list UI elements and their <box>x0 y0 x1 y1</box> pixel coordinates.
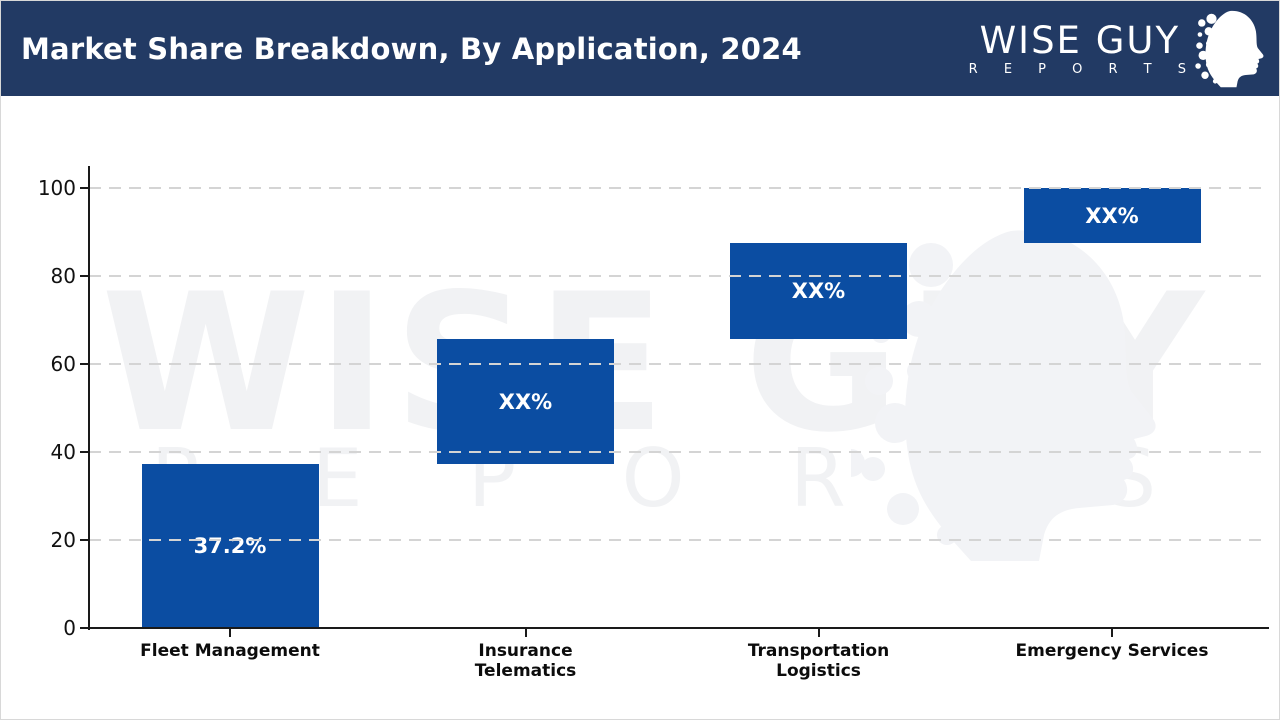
y-tick-20 <box>80 539 88 541</box>
y-axis-line <box>88 166 90 630</box>
bar-fleet-management: 37.2% <box>141 464 319 628</box>
y-tick-0 <box>80 627 88 629</box>
logo-head-icon <box>1195 10 1264 87</box>
watermark-head-icon <box>851 230 1156 561</box>
gridline-60 <box>89 363 1269 365</box>
gridline-40 <box>89 451 1269 453</box>
bar-value-label-emergency-services: XX% <box>1085 203 1139 228</box>
x-tick-insurance-telematics <box>524 629 527 637</box>
category-label-fleet-management: Fleet Management <box>140 641 320 661</box>
wise-guy-reports-logo: WISE GUY R E P O R T S <box>963 8 1279 90</box>
gridline-80 <box>89 275 1269 277</box>
page-title: Market Share Breakdown, By Application, … <box>21 31 802 66</box>
x-axis-line <box>88 627 1269 629</box>
y-tick-label-60: 60 <box>50 352 76 376</box>
x-tick-transportation-logistics <box>817 629 820 637</box>
bar-transportation-logistics: XX% <box>730 243 907 339</box>
y-tick-100 <box>80 187 88 189</box>
bar-emergency-services: XX% <box>1023 188 1201 243</box>
logo-brand-subtitle: R E P O R T S <box>968 61 1197 77</box>
y-tick-label-0: 0 <box>63 616 76 640</box>
y-tick-label-20: 20 <box>50 528 76 552</box>
logo-text: WISE GUY R E P O R T S <box>963 22 1197 76</box>
y-tick-40 <box>80 451 88 453</box>
y-tick-60 <box>80 363 88 365</box>
category-label-transportation-logistics: Transportation Logistics <box>747 641 890 681</box>
x-tick-fleet-management <box>229 629 231 637</box>
bar-value-label-transportation-logistics: XX% <box>791 278 846 303</box>
category-label-insurance-telematics: Insurance Telematics <box>474 641 577 681</box>
gridline-100 <box>89 187 1269 189</box>
bar-value-label-fleet-management: 37.2% <box>193 534 267 559</box>
y-tick-80 <box>80 275 88 277</box>
x-tick-emergency-services <box>1111 629 1113 637</box>
y-tick-label-40: 40 <box>50 440 76 464</box>
y-tick-label-80: 80 <box>50 264 76 288</box>
logo-brand-name: WISE GUY <box>979 18 1181 62</box>
category-label-emergency-services: Emergency Services <box>1015 641 1209 661</box>
header-bar: Market Share Breakdown, By Application, … <box>1 1 1279 96</box>
gridline-20 <box>89 539 1269 541</box>
y-tick-label-100: 100 <box>37 176 76 200</box>
bar-insurance-telematics: XX% <box>437 338 614 465</box>
bar-value-label-insurance-telematics: XX% <box>498 389 553 414</box>
